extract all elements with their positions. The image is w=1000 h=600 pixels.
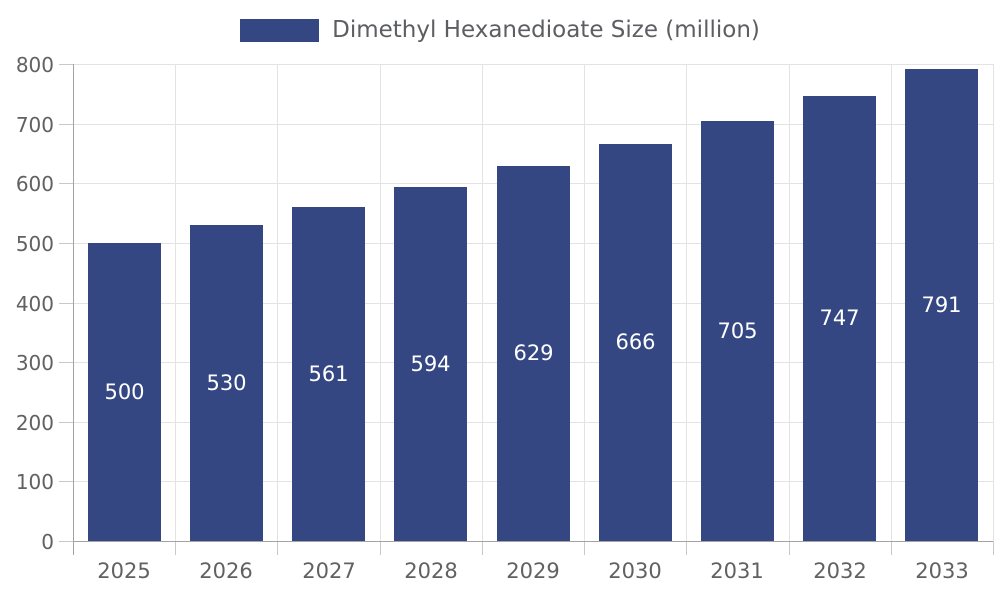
- y-axis-tick: [59, 481, 73, 482]
- y-axis-tick: [59, 183, 73, 184]
- legend-item[interactable]: Dimethyl Hexanedioate Size (million): [0, 19, 1000, 42]
- x-axis-tick: [789, 541, 790, 555]
- legend-swatch: [240, 19, 320, 42]
- y-axis-tick: [59, 124, 73, 125]
- gridline-vertical: [277, 64, 278, 541]
- x-axis-tick: [686, 541, 687, 555]
- y-tick-label: 600: [15, 172, 54, 196]
- bar-value-label: 500: [104, 380, 145, 404]
- x-tick-label: 2033: [915, 559, 969, 583]
- y-axis-tick: [59, 64, 73, 65]
- bar: [88, 243, 161, 541]
- x-axis-tick: [175, 541, 176, 555]
- bar-value-label: 530: [206, 371, 247, 395]
- bar: [394, 187, 467, 541]
- bar: [190, 225, 263, 541]
- x-tick-label: 2025: [97, 559, 151, 583]
- x-tick-label: 2028: [404, 559, 458, 583]
- x-axis-tick: [482, 541, 483, 555]
- x-tick-label: 2030: [608, 559, 662, 583]
- bar-value-label: 561: [308, 362, 349, 386]
- gridline-vertical: [789, 64, 790, 541]
- x-tick-label: 2032: [813, 559, 867, 583]
- bar: [497, 166, 570, 541]
- x-axis-tick: [993, 541, 994, 555]
- y-tick-label: 100: [15, 470, 54, 494]
- gridline-vertical: [993, 64, 994, 541]
- gridline-horizontal: [73, 124, 993, 125]
- bar-value-label: 791: [921, 293, 962, 317]
- y-tick-label: 400: [15, 292, 54, 316]
- bar-value-label: 747: [819, 306, 860, 330]
- gridline-vertical: [482, 64, 483, 541]
- gridline-vertical: [175, 64, 176, 541]
- gridline-vertical: [584, 64, 585, 541]
- x-axis-line: [73, 541, 993, 542]
- y-tick-label: 300: [15, 351, 54, 375]
- bar-value-label: 629: [513, 341, 554, 365]
- y-axis-tick: [59, 422, 73, 423]
- y-tick-label: 500: [15, 232, 54, 256]
- x-tick-label: 2029: [506, 559, 560, 583]
- bar: [803, 96, 876, 541]
- x-tick-label: 2031: [710, 559, 764, 583]
- y-tick-label: 700: [15, 113, 54, 137]
- y-axis-line: [73, 64, 74, 555]
- x-axis-tick: [891, 541, 892, 555]
- bar: [701, 121, 774, 541]
- gridline-horizontal: [73, 64, 993, 65]
- gridline-vertical: [891, 64, 892, 541]
- x-tick-label: 2027: [302, 559, 356, 583]
- gridline-vertical: [380, 64, 381, 541]
- x-tick-label: 2026: [199, 559, 253, 583]
- x-axis-tick: [584, 541, 585, 555]
- bar: [905, 69, 978, 541]
- x-axis-tick: [380, 541, 381, 555]
- y-axis-tick: [59, 362, 73, 363]
- y-tick-label: 200: [15, 411, 54, 435]
- bar-value-label: 705: [717, 319, 758, 343]
- gridline-vertical: [686, 64, 687, 541]
- bar-value-label: 594: [410, 352, 451, 376]
- y-tick-label: 800: [15, 53, 54, 77]
- y-axis-tick: [59, 243, 73, 244]
- x-axis-tick: [277, 541, 278, 555]
- y-axis-tick: [59, 303, 73, 304]
- bar-value-label: 666: [615, 330, 656, 354]
- bar: [599, 144, 672, 541]
- bar: [292, 207, 365, 541]
- y-axis-tick: [59, 541, 73, 542]
- y-tick-label: 0: [41, 530, 54, 554]
- legend-label: Dimethyl Hexanedioate Size (million): [332, 17, 760, 43]
